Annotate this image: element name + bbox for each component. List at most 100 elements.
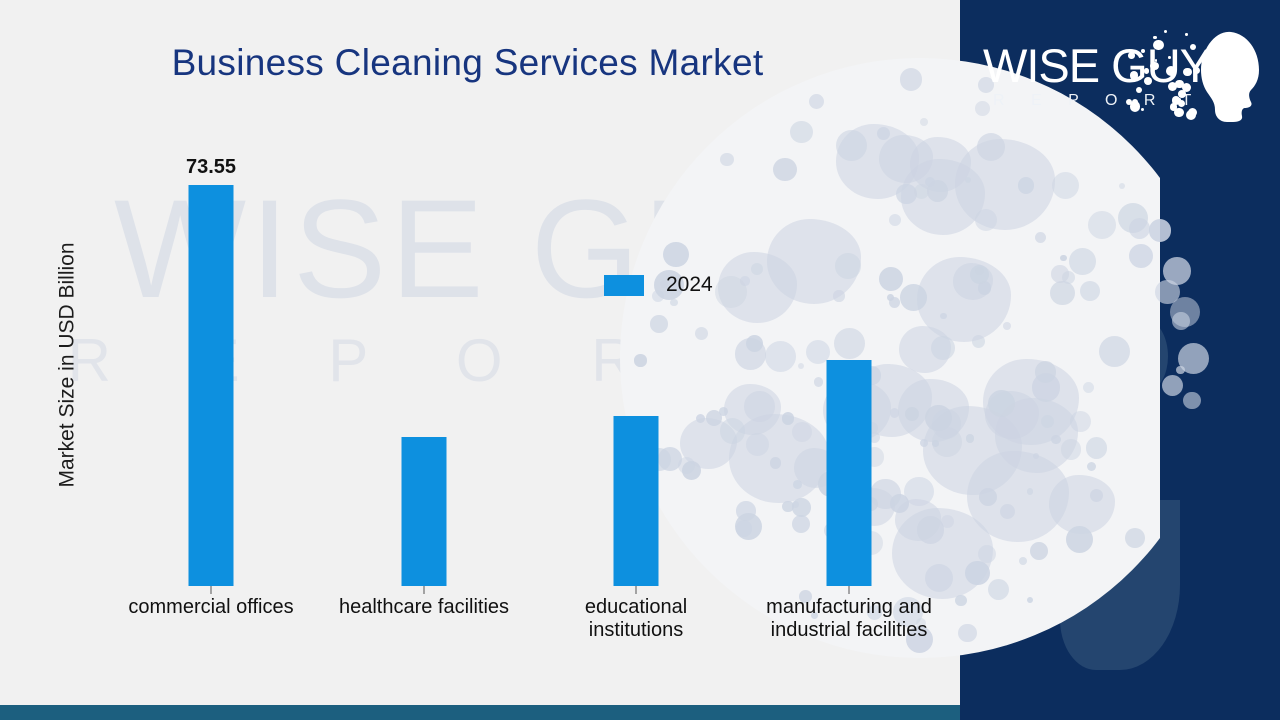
logo-decor-dot [1178,90,1186,98]
logo-decor-dot [1189,43,1196,51]
logo-decor-dot [1128,52,1135,59]
logo-decor-dot [1174,107,1184,117]
logo-decor-dot [1171,96,1180,105]
bar-group[interactable] [769,150,929,594]
decor-dot [977,545,997,564]
bar-group[interactable]: 73.55 [131,150,291,594]
decor-dot [1098,335,1131,367]
decor-dot [940,515,954,528]
category-label-1: healthcare facilities [338,596,510,618]
decor-dot [1026,596,1034,604]
dotted-head-profile-icon [1125,28,1263,124]
logo-decor-dot [1181,82,1191,92]
axis-tick-0 [210,586,212,594]
decor-dot [1060,439,1082,460]
plot-area: 73.55 [105,150,935,594]
decor-dot [1176,365,1185,374]
bar-2[interactable] [613,415,659,586]
decor-dot [920,118,928,126]
decor-dot [1086,462,1097,472]
decor-dot [1079,280,1101,301]
logo-decor-dot [1185,109,1196,120]
logo-decor-dot [1166,66,1176,76]
logo-decor-dot [1193,67,1201,75]
logo-decor-dot [1168,81,1178,91]
logo-decor-dot [1153,39,1164,51]
wiseguy-reports-logo: WISE GUY R E P O R T S [975,26,1275,126]
decor-dot [958,624,977,643]
y-axis-label-text: Market Size in USD Billion [56,242,79,488]
bar-1[interactable] [401,437,447,586]
decor-dot [965,560,990,585]
decor-dot [1069,248,1096,275]
decor-dot [1118,182,1126,190]
decor-dot [1065,526,1093,553]
axis-tick-3 [848,586,850,594]
logo-decor-dot [1129,71,1139,80]
logo-decor-dot [1185,33,1188,36]
bar-0[interactable] [188,185,234,586]
axis-tick-2 [635,586,637,594]
decor-dot [931,409,961,439]
category-label-3: manufacturing and industrial facilities [766,596,932,642]
decor-dot [1030,542,1048,561]
decor-dot [1125,528,1145,549]
decor-dot [1018,557,1027,566]
logo-decor-dot [1177,100,1185,108]
logo-decor-dot [1143,68,1150,74]
legend-label-2024: 2024 [666,273,713,296]
decor-dot [1050,281,1075,306]
bar-group[interactable] [556,150,716,594]
decor-dot [1088,211,1117,240]
decor-dot [1052,172,1080,200]
decor-dot [1034,231,1047,244]
bar-value-label-0: 73.55 [185,156,237,179]
legend: 2024 [604,273,713,297]
decor-dot [1031,373,1061,402]
logo-decor-dot [1140,107,1145,111]
legend-swatch-2024 [604,274,644,296]
axis-tick-1 [423,586,425,594]
decor-dot [1085,437,1108,459]
page-title: Business Cleaning Services Market [171,42,764,83]
bar-3[interactable] [826,359,872,586]
decor-dot [808,93,825,110]
decor-dot [1003,322,1012,330]
decor-dot [965,433,975,443]
decor-dot [1017,177,1035,194]
decor-dot [1041,414,1055,428]
logo-decor-dot [1140,49,1145,54]
category-label-2: educational institutions [584,596,688,642]
logo-decor-dot [1164,30,1168,34]
logo-decor-dot [1183,67,1192,76]
decor-dot [1033,452,1040,459]
decor-dot [1148,219,1171,242]
decor-dot [1129,217,1151,240]
category-label-0: commercial offices [128,596,294,618]
logo-decor-dot [1170,103,1178,111]
decor-dot [1070,410,1092,432]
logo-decor-dot [1143,76,1152,85]
decor-dot [939,312,947,320]
decor-dot [789,120,813,144]
bar-group[interactable] [344,150,504,594]
decor-dot [1183,392,1201,410]
logo-decor-dot [1175,80,1184,89]
decor-dot [1172,312,1191,331]
decor-dot [987,389,1015,417]
y-axis-label: Market Size in USD Billion [48,190,88,540]
head-profile-shape [1201,31,1259,122]
bottom-accent-bar [0,705,960,720]
decor-dot [1129,243,1154,268]
decor-dot [955,594,967,606]
decor-dot [1060,254,1067,262]
decor-dot [972,335,986,349]
decor-dot [1051,434,1061,444]
logo-decor-dot [1129,101,1141,112]
decor-dot [1177,342,1210,374]
decor-dot [1161,374,1184,397]
logo-decor-dot [1153,35,1157,40]
logo-decor-dot [1154,59,1157,62]
logo-decor-dot [1168,55,1171,59]
